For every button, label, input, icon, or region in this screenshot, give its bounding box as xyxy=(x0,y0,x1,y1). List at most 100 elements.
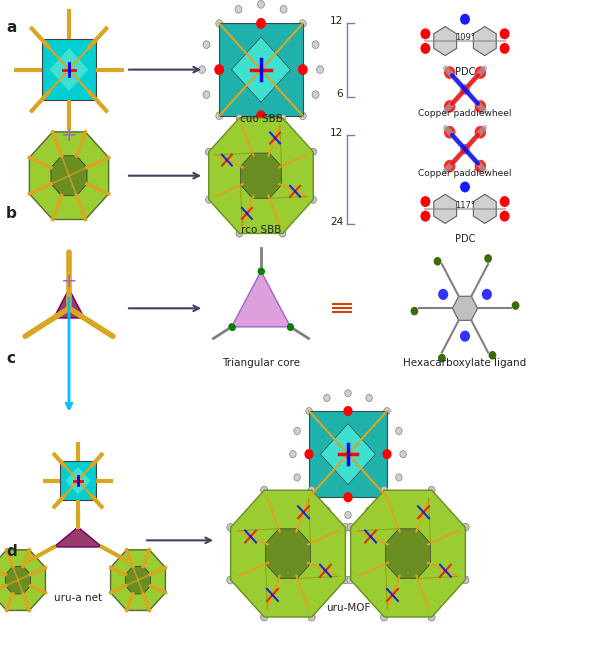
Circle shape xyxy=(488,351,496,359)
Circle shape xyxy=(308,487,315,494)
Circle shape xyxy=(294,428,301,434)
Circle shape xyxy=(438,354,446,362)
Polygon shape xyxy=(209,118,313,233)
Circle shape xyxy=(203,41,210,48)
Circle shape xyxy=(428,486,436,494)
Circle shape xyxy=(410,307,418,315)
Circle shape xyxy=(260,487,268,494)
Circle shape xyxy=(475,126,486,139)
Circle shape xyxy=(421,43,430,54)
Circle shape xyxy=(500,196,509,207)
Polygon shape xyxy=(434,27,457,56)
Text: rco SBB: rco SBB xyxy=(241,225,281,235)
Circle shape xyxy=(460,144,470,154)
Circle shape xyxy=(324,394,330,402)
Circle shape xyxy=(312,91,319,98)
Circle shape xyxy=(280,230,286,237)
Polygon shape xyxy=(29,132,109,219)
Polygon shape xyxy=(232,271,290,327)
Circle shape xyxy=(206,149,212,155)
Circle shape xyxy=(395,474,402,481)
Circle shape xyxy=(290,451,296,457)
Text: d: d xyxy=(6,544,17,559)
Circle shape xyxy=(444,66,455,79)
Circle shape xyxy=(317,66,323,74)
Circle shape xyxy=(294,474,301,481)
Circle shape xyxy=(444,160,455,172)
Circle shape xyxy=(310,196,316,203)
Circle shape xyxy=(261,486,268,494)
Polygon shape xyxy=(473,27,496,56)
Circle shape xyxy=(460,331,470,341)
Circle shape xyxy=(384,494,390,501)
Circle shape xyxy=(257,1,265,8)
Circle shape xyxy=(235,5,242,13)
Circle shape xyxy=(298,64,308,75)
Circle shape xyxy=(460,84,470,95)
Circle shape xyxy=(342,523,349,531)
Circle shape xyxy=(206,196,212,203)
Circle shape xyxy=(299,112,306,119)
Circle shape xyxy=(345,390,351,397)
Circle shape xyxy=(216,20,223,27)
Circle shape xyxy=(347,523,354,531)
FancyBboxPatch shape xyxy=(61,461,95,500)
Text: uru-MOF: uru-MOF xyxy=(326,603,370,613)
Circle shape xyxy=(461,576,469,584)
Text: Triangular core: Triangular core xyxy=(222,358,300,368)
Polygon shape xyxy=(230,490,346,617)
Circle shape xyxy=(347,576,354,583)
Circle shape xyxy=(343,406,353,416)
Circle shape xyxy=(434,257,442,265)
Circle shape xyxy=(280,114,286,121)
Circle shape xyxy=(280,230,286,237)
Circle shape xyxy=(260,613,268,621)
Polygon shape xyxy=(266,529,310,578)
Polygon shape xyxy=(65,467,91,495)
Circle shape xyxy=(256,110,266,121)
Circle shape xyxy=(345,511,351,518)
Circle shape xyxy=(461,524,469,531)
Circle shape xyxy=(342,524,349,531)
Polygon shape xyxy=(320,424,376,485)
Circle shape xyxy=(227,523,235,531)
Polygon shape xyxy=(452,296,478,320)
Polygon shape xyxy=(473,194,496,223)
FancyBboxPatch shape xyxy=(219,23,303,116)
Circle shape xyxy=(461,576,469,584)
Text: 117°: 117° xyxy=(455,201,475,210)
Polygon shape xyxy=(0,550,46,611)
Circle shape xyxy=(227,576,234,584)
Circle shape xyxy=(410,307,418,315)
Polygon shape xyxy=(110,550,166,611)
Text: 109°: 109° xyxy=(455,33,475,42)
Circle shape xyxy=(236,230,242,237)
Circle shape xyxy=(444,100,455,113)
Circle shape xyxy=(500,211,509,221)
Circle shape xyxy=(257,131,265,139)
Circle shape xyxy=(347,576,354,583)
Circle shape xyxy=(500,29,509,39)
Circle shape xyxy=(428,613,436,621)
Circle shape xyxy=(308,486,316,494)
Circle shape xyxy=(428,613,436,621)
Circle shape xyxy=(308,613,315,621)
FancyBboxPatch shape xyxy=(42,39,96,99)
Circle shape xyxy=(236,115,242,121)
Text: 6: 6 xyxy=(337,89,343,99)
Circle shape xyxy=(462,523,469,531)
Text: Copper paddlewheel: Copper paddlewheel xyxy=(418,169,512,178)
Polygon shape xyxy=(350,490,466,617)
Circle shape xyxy=(475,160,486,172)
Circle shape xyxy=(280,114,286,121)
Circle shape xyxy=(260,613,268,621)
Circle shape xyxy=(484,255,492,263)
Circle shape xyxy=(205,149,212,155)
Circle shape xyxy=(500,43,509,54)
Circle shape xyxy=(310,149,317,155)
Polygon shape xyxy=(49,48,89,91)
Circle shape xyxy=(512,301,520,310)
Circle shape xyxy=(199,66,205,74)
Polygon shape xyxy=(54,289,84,318)
Circle shape xyxy=(308,613,316,621)
